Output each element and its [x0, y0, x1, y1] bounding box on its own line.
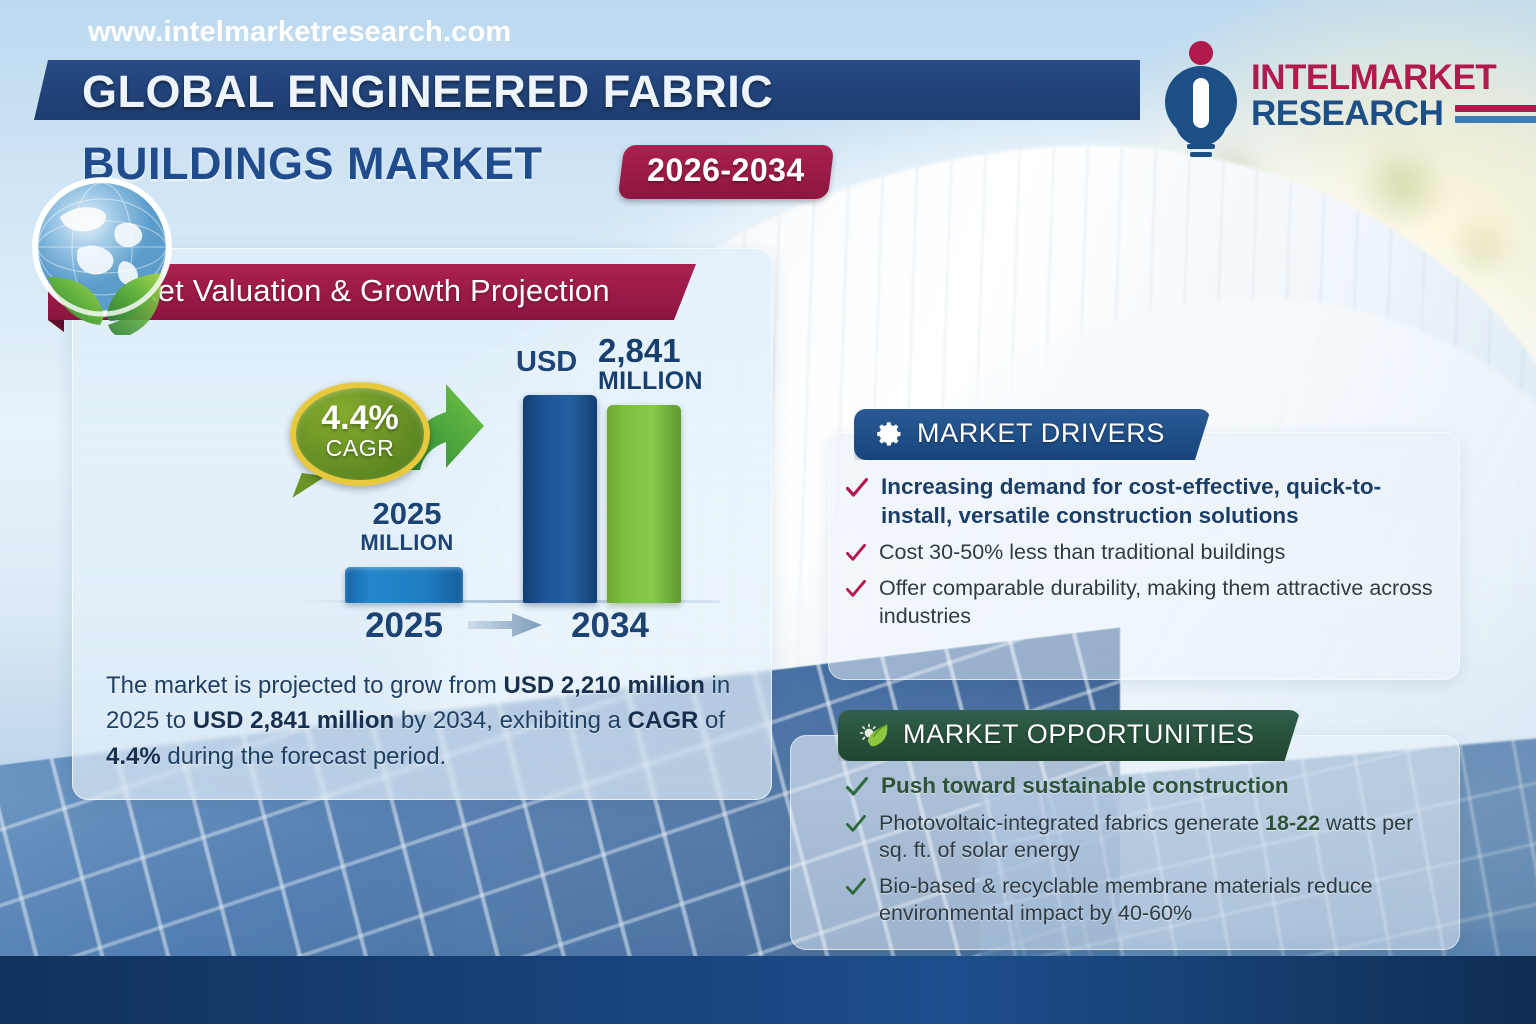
lightbulb-i-icon [1165, 41, 1237, 157]
market-opportunities-tab-label: MARKET OPPORTUNITIES [903, 719, 1255, 749]
list-item-text: Push toward sustainable construction [881, 772, 1289, 801]
logo-name-top: INTELMARKET [1251, 58, 1497, 97]
market-drivers-panel [828, 432, 1460, 680]
body-text: in 2025 to [106, 672, 731, 735]
body-text: Photovoltaic-integrated fabrics generate [879, 810, 1266, 835]
footer-website-url[interactable]: www.intelmarketresearch.com [88, 16, 512, 48]
logo-wordmark: INTELMARKET RESEARCH [1251, 60, 1536, 131]
list-item-text: Offer comparable durability, making them… [879, 575, 1446, 630]
list-item: Photovoltaic-integrated fabrics generate… [846, 810, 1446, 865]
emphasis-text: 4.4% [106, 742, 161, 770]
axis-label-2025: 2025 [365, 606, 443, 645]
logo-accent-dashes [1455, 104, 1536, 123]
check-icon [846, 580, 866, 598]
emphasis-text: 18-22 [1265, 810, 1321, 835]
gear-icon [876, 420, 904, 448]
body-text: watts per sq. ft. of solar energy [879, 810, 1414, 862]
list-item: Push toward sustainable construction [846, 772, 1446, 801]
market-valuation-card [72, 248, 772, 800]
emphasis-text: Push toward sustainable construction [881, 773, 1289, 798]
cagr-value: 4.4% [321, 399, 399, 437]
cagr-label: CAGR [325, 435, 395, 461]
value-2034-label: 2,841 MILLION [598, 334, 703, 395]
list-item-text: Cost 30-50% less than traditional buildi… [879, 539, 1285, 566]
value-2025-unit: MILLION [360, 529, 454, 555]
check-icon [846, 544, 866, 561]
list-item-text: Photovoltaic-integrated fabrics generate… [879, 810, 1446, 865]
forecast-period-badge: 2026-2034 [617, 145, 834, 199]
cagr-badge-oval [290, 382, 430, 486]
body-text: during the forecast period. [160, 742, 447, 770]
value-2034-unit: MILLION [598, 367, 703, 395]
list-item: Offer comparable durability, making them… [846, 575, 1446, 630]
right-arrow-icon [468, 613, 542, 637]
cagr-badge: 4.4% CAGR [290, 382, 430, 486]
chart-baseline [300, 600, 720, 603]
card-banner-title: Market Valuation & Growth Projection [88, 273, 610, 308]
list-item: Increasing demand for cost-effective, qu… [846, 473, 1446, 530]
check-icon [846, 878, 866, 895]
value-2025-number: 2025 [372, 496, 442, 531]
body-text: The market is projected to grow from [106, 672, 504, 699]
list-item: Bio-based & recyclable membrane material… [846, 873, 1446, 928]
emphasis-text: USD 2,841 million [192, 707, 395, 735]
footer-bar [0, 956, 1536, 1024]
emphasis-text: USD 2,210 million [503, 672, 705, 699]
list-item-text: Increasing demand for cost-effective, qu… [881, 473, 1446, 530]
market-opportunities-list: Push toward sustainable construction Phot… [846, 772, 1446, 937]
check-icon [846, 478, 868, 497]
body-text: Bio-based & recyclable membrane material… [879, 874, 1373, 926]
list-item-text: Bio-based & recyclable membrane material… [879, 873, 1446, 928]
body-text: Cost 30-50% less than traditional buildi… [879, 540, 1286, 565]
emphasis-text: CAGR [627, 707, 699, 735]
list-item: Cost 30-50% less than traditional buildi… [846, 539, 1446, 566]
logo-name-bottom-row: RESEARCH [1251, 93, 1536, 133]
title-band [34, 60, 1140, 120]
market-opportunities-panel [790, 735, 1460, 950]
market-drivers-tab[interactable]: MARKET DRIVERS [854, 409, 1211, 460]
market-opportunities-tab[interactable]: MARKET OPPORTUNITIES [838, 710, 1301, 761]
value-2034-number: 2,841 [598, 332, 681, 369]
body-text: Increasing demand for [881, 474, 1129, 499]
bar-2025 [345, 567, 463, 603]
value-2025-label: 2025 MILLION [352, 498, 462, 556]
body-text: Offer comparable durability, making them… [879, 576, 1433, 628]
market-drivers-list: Increasing demand for cost-effective, qu… [846, 473, 1446, 639]
globe-leaf-icon [32, 177, 172, 335]
axis-label-2034: 2034 [571, 606, 649, 645]
page-title-line1: GLOBAL ENGINEERED FABRIC [82, 66, 774, 117]
currency-label: USD [516, 346, 578, 378]
emphasis-text: cost-effective, quick-to-install, versat… [881, 474, 1382, 528]
leaf-sun-icon [860, 721, 890, 749]
body-text: of [698, 707, 726, 735]
company-logo[interactable]: INTELMARKET RESEARCH [1155, 38, 1536, 168]
check-icon [846, 814, 866, 832]
bar-2034-green [607, 405, 681, 603]
check-icon [846, 777, 868, 796]
logo-name-bottom: RESEARCH [1251, 93, 1444, 133]
forecast-period-label: 2026-2034 [647, 152, 805, 188]
market-description: The market is projected to grow from USD… [106, 668, 758, 774]
bar-2034-blue [523, 395, 597, 603]
page-title-line2: BUILDINGS MARKET [82, 138, 543, 189]
body-text: by 2034, exhibiting a [394, 707, 628, 735]
market-drivers-tab-label: MARKET DRIVERS [917, 418, 1165, 448]
